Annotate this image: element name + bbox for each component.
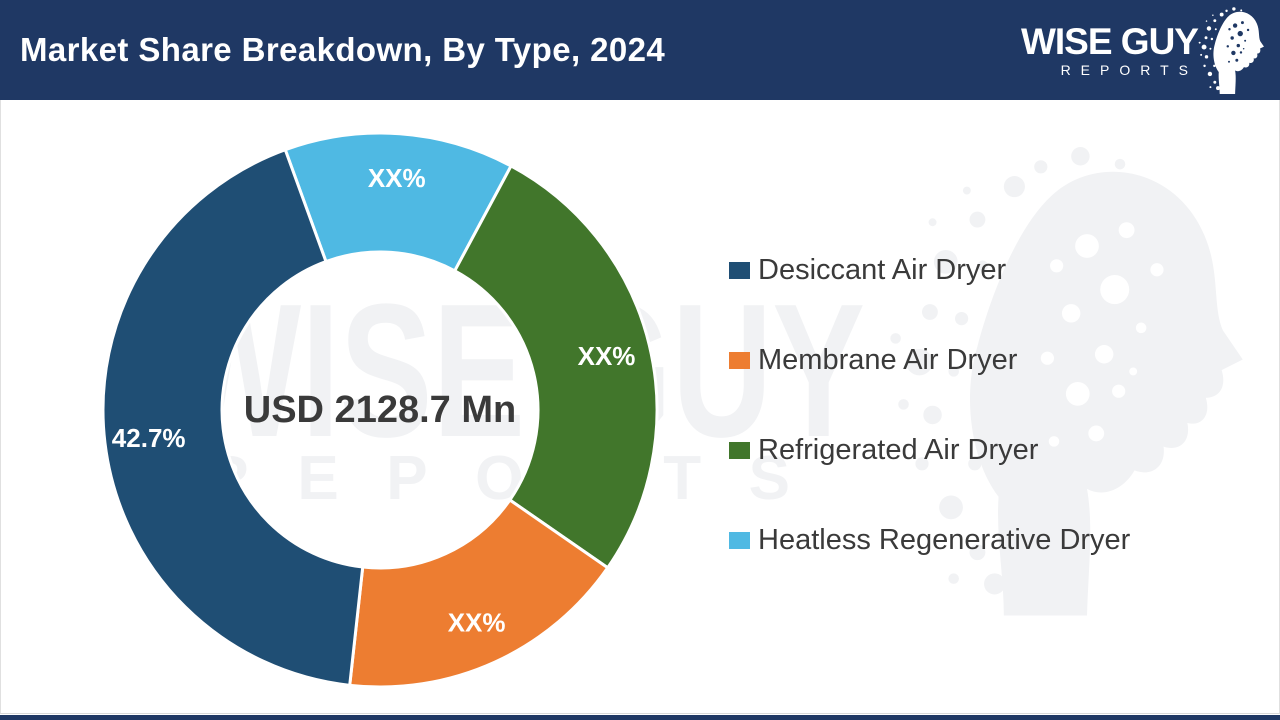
page-title: Market Share Breakdown, By Type, 2024 xyxy=(20,31,666,68)
donut-slice-labels: XX% XX% XX% 42.7% xyxy=(112,163,636,637)
legend-label: Refrigerated Air Dryer xyxy=(758,434,1039,466)
footer-bar xyxy=(0,715,1280,720)
slice-value-label-refrigerated-air-dryer: XX% xyxy=(578,341,636,371)
legend-label: Desiccant Air Dryer xyxy=(758,254,1007,286)
legend-label: Heatless Regenerative Dryer xyxy=(758,524,1131,556)
logo-reports-text: REPORTS xyxy=(1060,62,1198,78)
donut-center-value: USD 2128.7 Mn xyxy=(243,389,517,431)
donut-slice-refrigerated-air-dryer xyxy=(453,164,659,570)
legend-swatch-icon xyxy=(729,441,750,459)
legend-item-desiccant-air-dryer: Desiccant Air Dryer xyxy=(729,252,1130,288)
wise-guy-reports-logo: WISE GUY REPORTS xyxy=(1021,6,1266,94)
chart-legend: Desiccant Air Dryer Membrane Air Dryer R… xyxy=(729,252,1130,558)
donut-slice-desiccant-air-dryer xyxy=(101,148,365,687)
logo-wiseguy-text: WISE GUY xyxy=(1020,21,1199,62)
header-bar: Market Share Breakdown, By Type, 2024 WI… xyxy=(0,0,1280,100)
bottom-divider xyxy=(0,713,1280,714)
logo-face-icon xyxy=(1192,6,1266,94)
legend-swatch-icon xyxy=(729,531,750,549)
legend-label: Membrane Air Dryer xyxy=(758,344,1018,376)
slice-value-label-membrane-air-dryer: XX% xyxy=(448,607,506,637)
slice-value-label-heatless-regenerative-dryer: XX% xyxy=(368,163,426,193)
legend-swatch-icon xyxy=(729,261,750,279)
legend-item-membrane-air-dryer: Membrane Air Dryer xyxy=(729,342,1130,378)
slice-value-label-desiccant-air-dryer: 42.7% xyxy=(112,423,186,453)
legend-item-heatless-regenerative-dryer: Heatless Regenerative Dryer xyxy=(729,522,1130,558)
donut-slices xyxy=(101,131,659,689)
donut-slice-membrane-air-dryer xyxy=(348,498,610,689)
legend-swatch-icon xyxy=(729,351,750,369)
legend-item-refrigerated-air-dryer: Refrigerated Air Dryer xyxy=(729,432,1130,468)
logo-text: WISE GUY REPORTS xyxy=(1020,21,1199,78)
